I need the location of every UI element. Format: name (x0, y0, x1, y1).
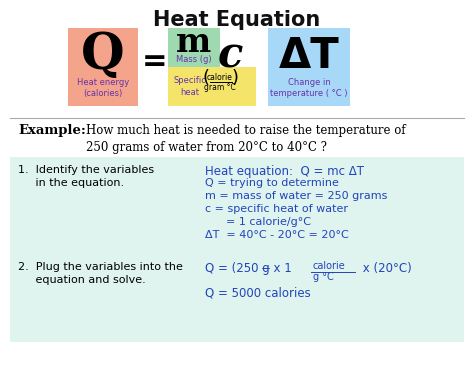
Text: Mass (g): Mass (g) (176, 55, 212, 63)
Text: m: m (176, 26, 211, 59)
Text: Heat energy
(calories): Heat energy (calories) (77, 78, 129, 98)
Text: =: = (142, 48, 168, 76)
Text: Q = trying to determine: Q = trying to determine (205, 178, 339, 188)
Text: calorie: calorie (313, 261, 346, 271)
Bar (168, 28, 220, 67)
Text: m = mass of water = 250 grams: m = mass of water = 250 grams (205, 191, 387, 201)
Text: Heat Equation: Heat Equation (154, 10, 320, 30)
Text: c = specific heat of water: c = specific heat of water (205, 204, 348, 214)
Text: Example:: Example: (18, 124, 86, 137)
Text: Q = 5000 calories: Q = 5000 calories (205, 286, 311, 299)
Text: = 1 calorie/g°C: = 1 calorie/g°C (205, 217, 311, 227)
Text: 2.  Plug the variables into the: 2. Plug the variables into the (18, 262, 183, 272)
Text: 1.  Identify the variables: 1. Identify the variables (18, 165, 154, 175)
Text: calorie: calorie (207, 73, 233, 82)
Text: (: ( (202, 69, 210, 87)
Text: g °C: g °C (313, 272, 334, 282)
Text: ΔT  = 40°C - 20°C = 20°C: ΔT = 40°C - 20°C = 20°C (205, 230, 349, 240)
Text: ΔT: ΔT (279, 35, 339, 77)
Text: Specific
heat: Specific heat (173, 76, 207, 97)
Text: c: c (217, 34, 243, 76)
Bar (268, 28, 350, 106)
Text: equation and solve.: equation and solve. (18, 275, 146, 285)
Text: x (20°C): x (20°C) (359, 262, 412, 275)
Text: Heat equation:  Q = mc ΔT: Heat equation: Q = mc ΔT (205, 165, 364, 178)
Text: Change in
temperature ( °C ): Change in temperature ( °C ) (270, 78, 348, 98)
Text: ): ) (231, 69, 238, 87)
Text: in the equation.: in the equation. (18, 178, 124, 188)
Bar (68, 28, 138, 106)
Text: gram °C: gram °C (204, 83, 236, 92)
Text: How much heat is needed to raise the temperature of
250 grams of water from 20°C: How much heat is needed to raise the tem… (86, 124, 406, 154)
Text: Q: Q (81, 31, 125, 81)
Bar (168, 67, 256, 106)
Text: Q = (250 g̶ x 1: Q = (250 g̶ x 1 (205, 262, 292, 275)
Bar (10, 157, 464, 342)
